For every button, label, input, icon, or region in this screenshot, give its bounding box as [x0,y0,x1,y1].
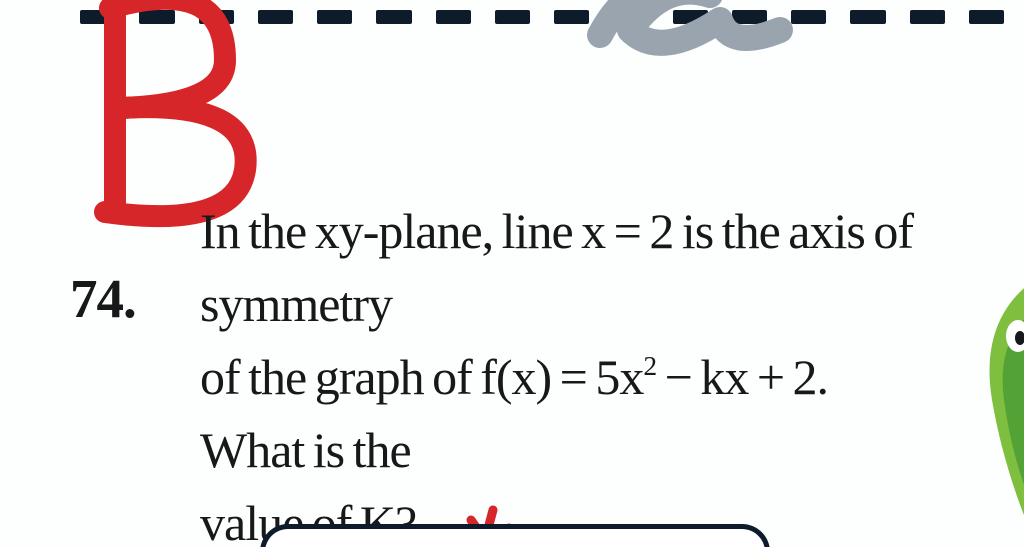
divider-dash [613,10,648,24]
page: 74. In the xy-plane, line x = 2 is the a… [0,0,1024,547]
section-divider [80,10,1004,32]
divider-dash [317,10,352,24]
mascot-edge [974,280,1024,540]
question-block: 74. In the xy-plane, line x = 2 is the a… [70,195,934,547]
q-line1-prefix: In the xy-plane, line [200,203,581,259]
divider-dash [495,10,530,24]
divider-dash [376,10,411,24]
divider-dash [258,10,293,24]
q-line2-exp: 2 [643,350,656,381]
divider-dash [139,10,174,24]
divider-dash [436,10,471,24]
q-line2-suffix: What is the [200,422,411,478]
answer-box [260,524,770,547]
q-line1-eq: x = 2 [581,203,673,259]
divider-dash [673,10,708,24]
question-number: 74. [70,267,136,330]
divider-dash [732,10,767,24]
q-line2-prefix: of the graph of [200,349,480,405]
divider-dash [850,10,885,24]
divider-dash [910,10,945,24]
question-text: In the xy-plane, line x = 2 is the axis … [200,195,934,547]
divider-dash [199,10,234,24]
divider-dash [791,10,826,24]
divider-dash [969,10,1004,24]
q-line2-tail: − kx + 2. [656,349,828,405]
q-line2-fn: f(x) = 5x [480,349,643,405]
divider-dash [554,10,589,24]
divider-dash [80,10,115,24]
